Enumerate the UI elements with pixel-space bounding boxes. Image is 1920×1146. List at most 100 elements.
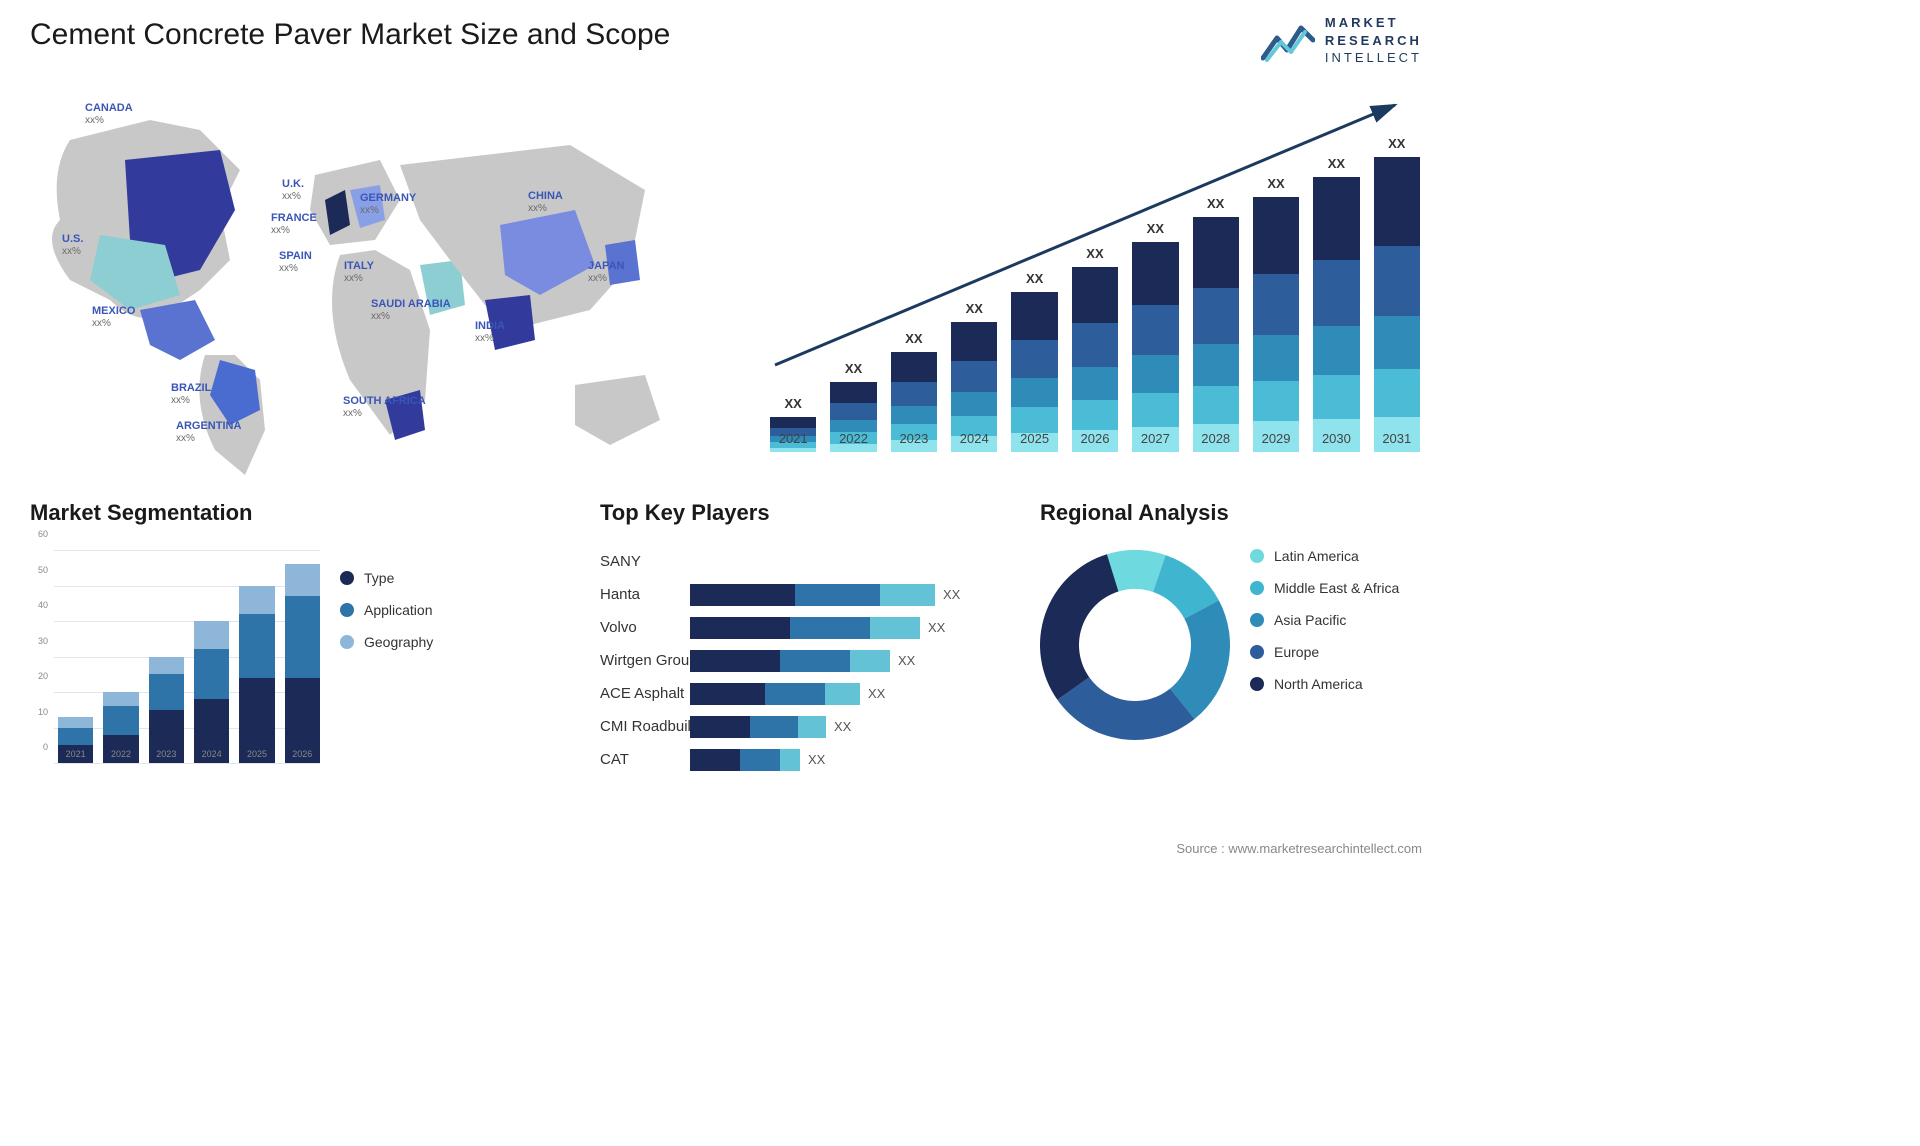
players-bars: XX XX XX XX XX XX xyxy=(690,578,1000,776)
player-name: SANY xyxy=(600,545,760,578)
map-country-label: U.S.xx% xyxy=(62,233,83,257)
map-country-label: SOUTH AFRICAxx% xyxy=(343,395,426,419)
map-country-label: FRANCExx% xyxy=(271,212,317,236)
y-tick-label: 60 xyxy=(38,529,48,539)
x-tick-label: 2024 xyxy=(194,749,229,759)
bar-value-label: XX xyxy=(1026,271,1043,286)
bar-year-label: 2028 xyxy=(1193,431,1239,446)
forecast-bar: XX 2029 xyxy=(1253,176,1299,452)
segmentation-heading: Market Segmentation xyxy=(30,500,570,526)
segmentation-bar: 2025 xyxy=(239,586,274,763)
player-bar-value: XX xyxy=(808,752,825,767)
bar-year-label: 2022 xyxy=(830,431,876,446)
top-players-section: Top Key Players SANYHantaVolvoWirtgen Gr… xyxy=(600,500,1020,820)
forecast-bar: XX 2028 xyxy=(1193,196,1239,452)
player-bar-value: XX xyxy=(898,653,915,668)
legend-item: Geography xyxy=(340,634,433,650)
legend-item: Middle East & Africa xyxy=(1250,580,1399,596)
bar-value-label: XX xyxy=(1207,196,1224,211)
forecast-bar: XX 2025 xyxy=(1011,271,1057,452)
bar-year-label: 2025 xyxy=(1011,431,1057,446)
forecast-bar: XX 2027 xyxy=(1132,221,1178,452)
forecast-bar: XX2021 xyxy=(770,396,816,452)
x-tick-label: 2026 xyxy=(285,749,320,759)
source-attribution: Source : www.marketresearchintellect.com xyxy=(1176,841,1422,856)
y-tick-label: 10 xyxy=(38,707,48,717)
map-country-label: GERMANYxx% xyxy=(360,192,416,216)
segmentation-bar: 2023 xyxy=(149,657,184,764)
x-tick-label: 2023 xyxy=(149,749,184,759)
legend-item: Europe xyxy=(1250,644,1399,660)
player-bar-value: XX xyxy=(834,719,851,734)
players-heading: Top Key Players xyxy=(600,500,1020,526)
segmentation-legend: Type Application Geography xyxy=(340,570,433,666)
bar-year-label: 2024 xyxy=(951,431,997,446)
bar-value-label: XX xyxy=(905,331,922,346)
bar-year-label: 2030 xyxy=(1313,431,1359,446)
bar-year-label: 2026 xyxy=(1072,431,1118,446)
logo-text: MARKET RESEARCH INTELLECT xyxy=(1325,14,1422,67)
page-title: Cement Concrete Paver Market Size and Sc… xyxy=(30,18,670,52)
bar-year-label: 2023 xyxy=(891,431,937,446)
map-country-label: JAPANxx% xyxy=(588,260,624,284)
brand-logo: MARKET RESEARCH INTELLECT xyxy=(1261,14,1422,67)
player-bar-value: XX xyxy=(943,587,960,602)
forecast-bar: XX 2031 xyxy=(1374,136,1420,452)
main-forecast-chart: XX2021XX2022XX2023XX2024XX2025XX2026XX20… xyxy=(730,85,1420,480)
regional-donut-chart xyxy=(1040,550,1230,740)
map-country-label: SPAINxx% xyxy=(279,250,312,274)
player-bar-value: XX xyxy=(868,686,885,701)
bar-year-label: 2031 xyxy=(1374,431,1420,446)
x-tick-label: 2021 xyxy=(58,749,93,759)
legend-item: North America xyxy=(1250,676,1399,692)
segmentation-bar: 2026 xyxy=(285,564,320,763)
player-bar-row: XX xyxy=(690,578,1000,611)
legend-item: Application xyxy=(340,602,433,618)
map-country-label: ITALYxx% xyxy=(344,260,374,284)
forecast-bar: XX 2024 xyxy=(951,301,997,452)
segmentation-bar: 2024 xyxy=(194,621,229,763)
legend-item: Latin America xyxy=(1250,548,1399,564)
y-tick-label: 0 xyxy=(43,742,48,752)
forecast-bar: XX 2022 xyxy=(830,361,876,452)
map-country-label: ARGENTINAxx% xyxy=(176,420,241,444)
segmentation-bar: 2022 xyxy=(103,692,138,763)
bar-value-label: XX xyxy=(1147,221,1164,236)
legend-item: Asia Pacific xyxy=(1250,612,1399,628)
bar-value-label: XX xyxy=(1388,136,1405,151)
world-map: CANADAxx% U.S.xx% MEXICOxx% BRAZILxx% ARGENT… xyxy=(30,80,690,480)
y-tick-label: 50 xyxy=(38,565,48,575)
bar-value-label: XX xyxy=(966,301,983,316)
regional-heading: Regional Analysis xyxy=(1040,500,1440,526)
y-tick-label: 40 xyxy=(38,600,48,610)
player-bar-row: XX xyxy=(690,743,1000,776)
bar-value-label: XX xyxy=(845,361,862,376)
player-bar-row: XX xyxy=(690,677,1000,710)
map-country-label: INDIAxx% xyxy=(475,320,505,344)
regional-analysis-section: Regional Analysis Latin America Middle Ea… xyxy=(1040,500,1440,820)
map-country-label: CANADAxx% xyxy=(85,102,133,126)
bar-year-label: 2027 xyxy=(1132,431,1178,446)
map-country-label: MEXICOxx% xyxy=(92,305,135,329)
x-tick-label: 2025 xyxy=(239,749,274,759)
bar-year-label: 2021 xyxy=(770,431,816,446)
bar-value-label: XX xyxy=(1328,156,1345,171)
player-bar-row: XX xyxy=(690,710,1000,743)
segmentation-bar: 2021 xyxy=(58,717,93,763)
map-country-label: BRAZILxx% xyxy=(171,382,211,406)
segmentation-chart: 0102030405060 202120222023202420252026 xyxy=(30,550,320,785)
bar-year-label: 2029 xyxy=(1253,431,1299,446)
map-country-label: CHINAxx% xyxy=(528,190,563,214)
forecast-bar: XX 2026 xyxy=(1072,246,1118,452)
logo-icon xyxy=(1261,18,1315,62)
y-tick-label: 20 xyxy=(38,671,48,681)
y-tick-label: 30 xyxy=(38,636,48,646)
player-bar-row: XX xyxy=(690,611,1000,644)
bar-value-label: XX xyxy=(1086,246,1103,261)
legend-item: Type xyxy=(340,570,433,586)
map-country-label: U.K.xx% xyxy=(282,178,304,202)
donut-slice xyxy=(1040,554,1118,700)
forecast-bar: XX 2023 xyxy=(891,331,937,452)
map-country-label: SAUDI ARABIAxx% xyxy=(371,298,451,322)
bar-value-label: XX xyxy=(1267,176,1284,191)
